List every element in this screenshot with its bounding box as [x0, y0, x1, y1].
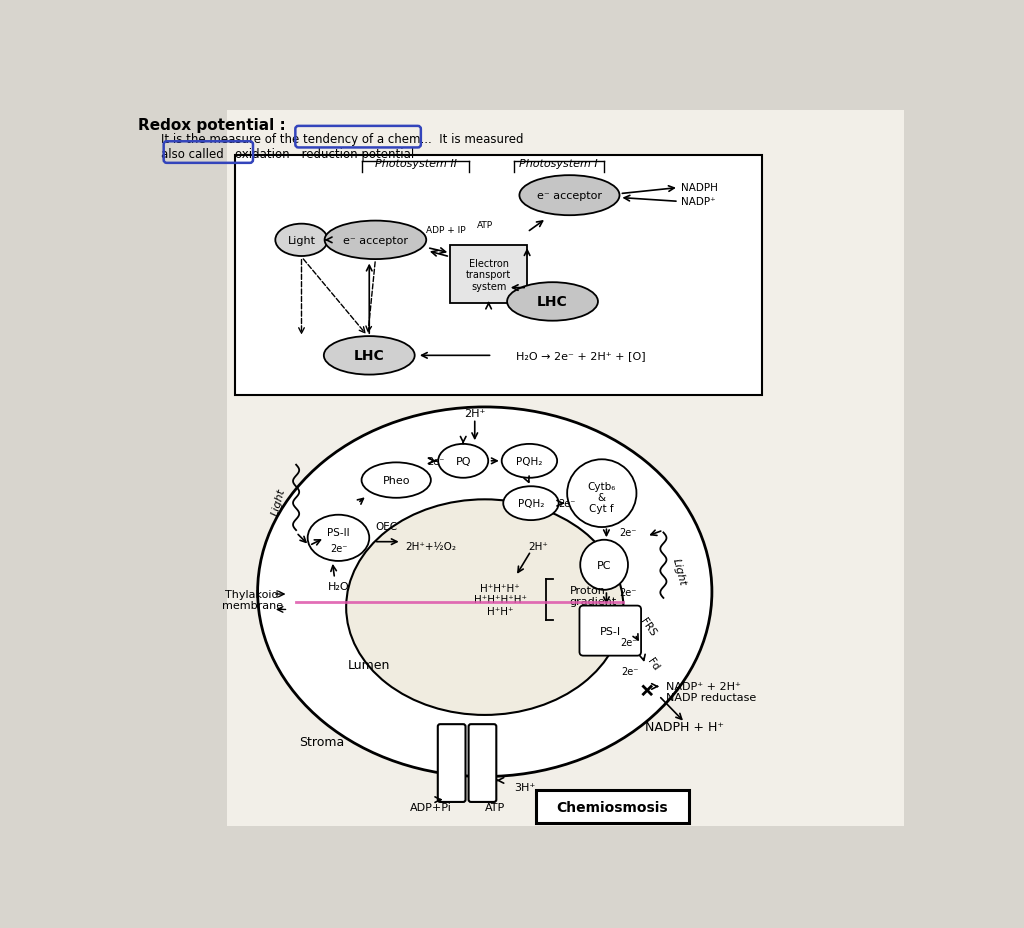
Ellipse shape — [307, 515, 370, 561]
Ellipse shape — [581, 540, 628, 590]
Text: Thylakoid
membrane: Thylakoid membrane — [221, 589, 283, 611]
Text: Photosystem I: Photosystem I — [518, 159, 597, 169]
Text: ADP + IP: ADP + IP — [426, 226, 466, 235]
Text: 2e⁻: 2e⁻ — [558, 498, 575, 509]
Ellipse shape — [502, 445, 557, 478]
Text: PC: PC — [597, 561, 611, 570]
Text: Photosystem II: Photosystem II — [375, 159, 457, 169]
Text: 2e⁻: 2e⁻ — [620, 528, 637, 538]
Text: Light: Light — [288, 236, 315, 246]
Text: FRS: FRS — [638, 616, 657, 638]
Text: &: & — [598, 493, 606, 502]
Text: H⁺H⁺: H⁺H⁺ — [486, 606, 513, 616]
Bar — [451, 246, 527, 303]
Bar — [226, 111, 904, 826]
Text: Cyt f: Cyt f — [590, 503, 614, 513]
Text: 2e⁻: 2e⁻ — [621, 638, 637, 647]
Ellipse shape — [325, 222, 426, 260]
Bar — [234, 156, 762, 396]
Ellipse shape — [503, 486, 559, 521]
Text: PQ: PQ — [456, 457, 471, 467]
Text: Pheo: Pheo — [382, 475, 410, 485]
Text: ATP: ATP — [477, 221, 493, 230]
Text: Cytb₆: Cytb₆ — [588, 482, 616, 492]
Text: also called   oxidation - reduction potential: also called oxidation - reduction potent… — [162, 148, 415, 161]
Text: Redox potential :: Redox potential : — [138, 118, 286, 133]
Text: Light: Light — [671, 557, 687, 586]
Text: Proton
gradient: Proton gradient — [569, 586, 616, 607]
Ellipse shape — [275, 225, 328, 257]
FancyBboxPatch shape — [580, 606, 641, 656]
Text: H₂O → 2e⁻ + 2H⁺ + [O]: H₂O → 2e⁻ + 2H⁺ + [O] — [515, 351, 645, 361]
Text: 2H⁺+½O₂: 2H⁺+½O₂ — [406, 541, 457, 551]
Text: NADP⁺: NADP⁺ — [681, 197, 716, 207]
Ellipse shape — [438, 445, 488, 478]
Ellipse shape — [507, 283, 598, 321]
Text: 2e⁻: 2e⁻ — [330, 543, 347, 553]
Text: 2e⁻: 2e⁻ — [621, 666, 638, 677]
Ellipse shape — [258, 407, 712, 777]
Text: PS-II: PS-II — [327, 528, 350, 538]
Text: Lumen: Lumen — [348, 659, 390, 672]
Text: NADPH + H⁺: NADPH + H⁺ — [645, 720, 724, 733]
Text: e⁻ acceptor: e⁻ acceptor — [343, 236, 408, 246]
Text: LHC: LHC — [538, 295, 568, 309]
Text: H₂O: H₂O — [328, 582, 349, 592]
FancyBboxPatch shape — [469, 725, 497, 802]
Text: LHC: LHC — [354, 349, 385, 363]
Text: PQH₂: PQH₂ — [516, 457, 543, 467]
Text: H⁺H⁺H⁺H⁺: H⁺H⁺H⁺H⁺ — [474, 595, 526, 605]
Text: 2H⁺: 2H⁺ — [464, 408, 485, 419]
Ellipse shape — [346, 500, 624, 715]
Ellipse shape — [567, 459, 637, 527]
Text: 2e⁻: 2e⁻ — [620, 587, 637, 597]
Text: NADP⁺ + 2H⁺: NADP⁺ + 2H⁺ — [666, 682, 740, 691]
Text: OEC: OEC — [375, 522, 397, 532]
FancyBboxPatch shape — [536, 791, 689, 823]
Text: PS-I: PS-I — [600, 626, 621, 637]
FancyBboxPatch shape — [438, 725, 466, 802]
Text: It is the measure of the tendency of a chem...  It is measured: It is the measure of the tendency of a c… — [162, 133, 524, 146]
Text: Stroma: Stroma — [299, 736, 344, 749]
Text: 2H⁺: 2H⁺ — [528, 541, 549, 551]
Text: Fd: Fd — [645, 656, 660, 672]
Ellipse shape — [519, 176, 620, 216]
Ellipse shape — [361, 463, 431, 498]
Text: H⁺H⁺H⁺: H⁺H⁺H⁺ — [480, 584, 520, 593]
Ellipse shape — [324, 337, 415, 375]
Text: ATP: ATP — [484, 803, 505, 812]
Text: Electron
transport
system: Electron transport system — [466, 259, 511, 291]
Text: NADPH: NADPH — [681, 184, 718, 193]
Text: ADP+Pi: ADP+Pi — [410, 803, 452, 812]
Text: e⁻ acceptor: e⁻ acceptor — [537, 191, 602, 201]
Text: Chemiosmosis: Chemiosmosis — [556, 800, 668, 814]
Text: 2e⁻: 2e⁻ — [427, 457, 444, 467]
Text: PQH₂: PQH₂ — [518, 498, 544, 509]
Text: Light: Light — [270, 487, 287, 517]
Text: NADP reductase: NADP reductase — [666, 692, 756, 702]
Text: 3H⁺: 3H⁺ — [514, 781, 536, 792]
